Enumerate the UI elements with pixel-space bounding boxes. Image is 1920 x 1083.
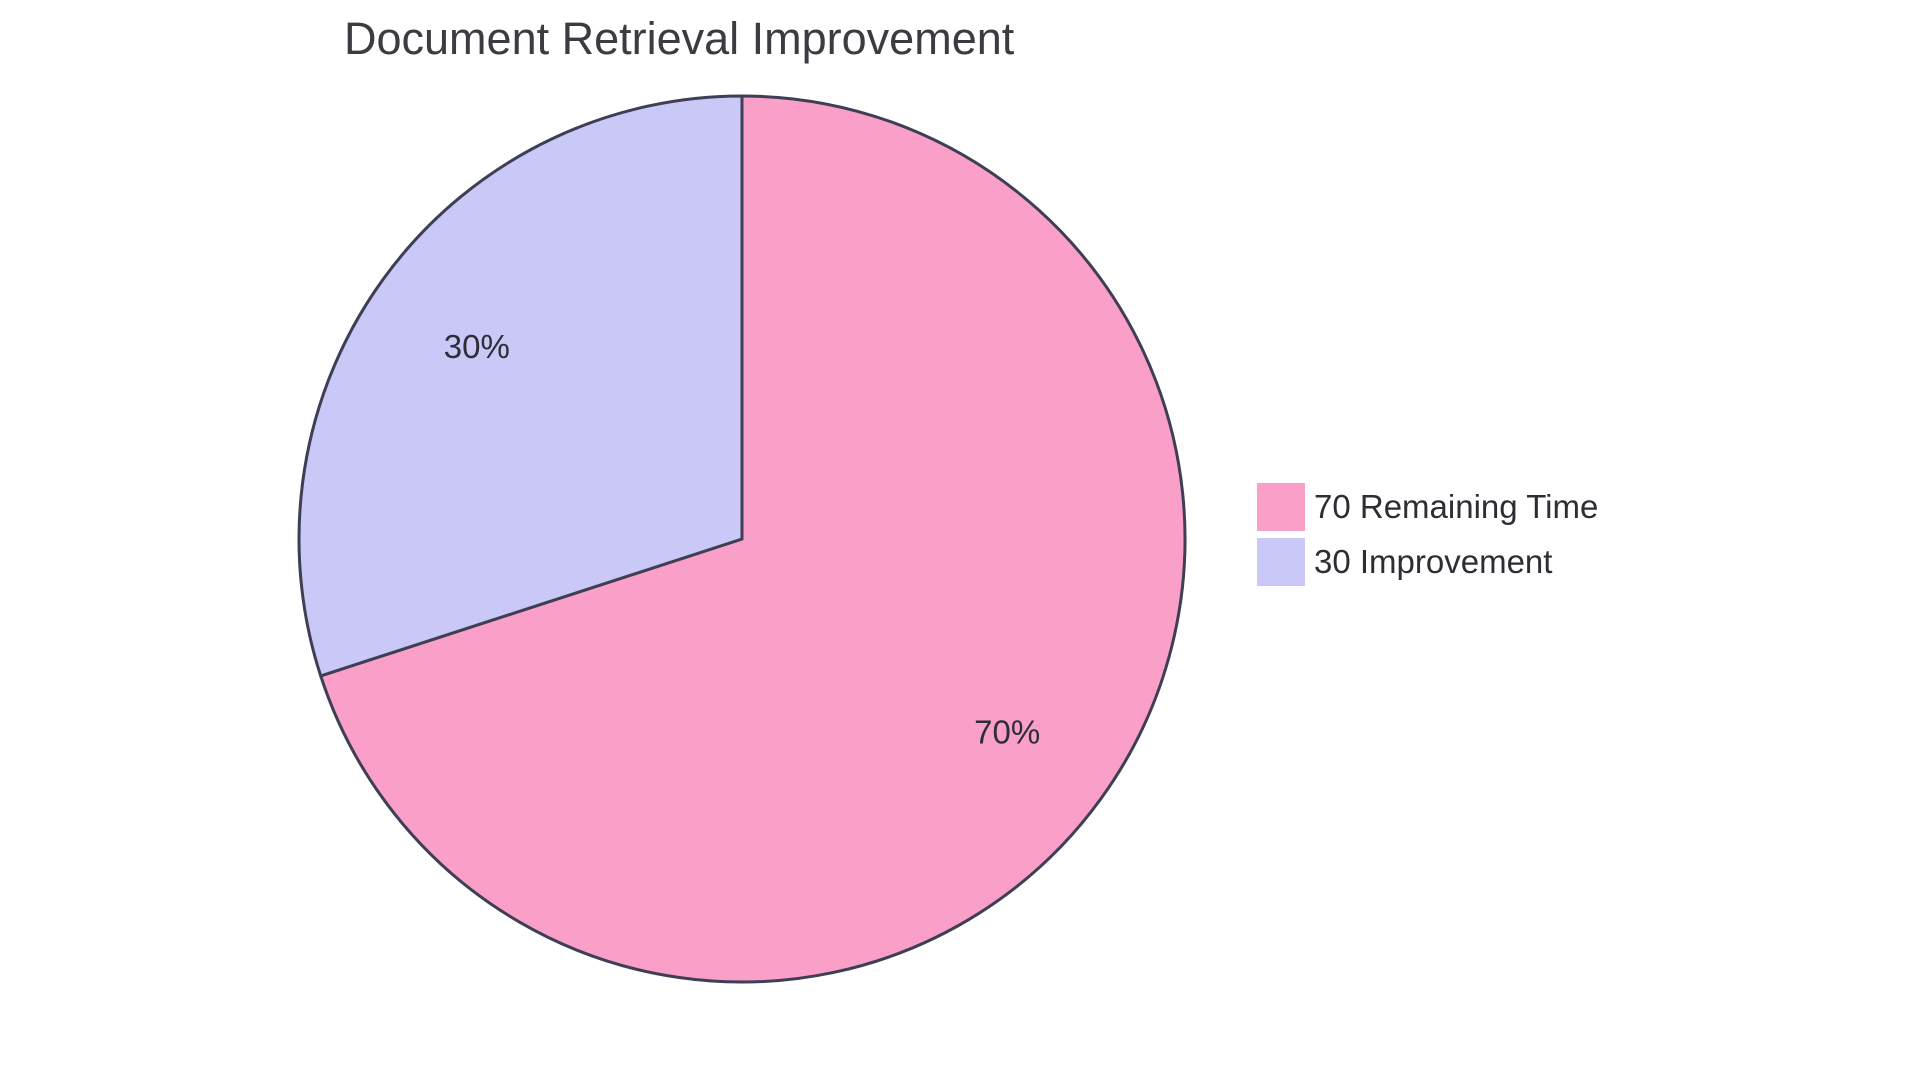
legend-swatch-remaining-time: [1257, 483, 1305, 531]
legend-swatch-improvement: [1257, 538, 1305, 586]
slice-percent-label-remaining-time: 70%: [974, 713, 1040, 750]
legend-item-improvement[interactable]: 30 Improvement: [1257, 538, 1598, 586]
slice-percent-label-improvement: 30%: [444, 328, 510, 365]
legend-item-remaining-time[interactable]: 70 Remaining Time: [1257, 483, 1598, 531]
legend-item-label: 70 Remaining Time: [1314, 488, 1599, 525]
legend-item-label: 30 Improvement: [1314, 543, 1553, 580]
chart-title: Document Retrieval Improvement: [344, 13, 1015, 64]
pie-slice-remaining-time[interactable]: [319, 94, 1187, 984]
legend: 70 Remaining Time 30 Improvement: [1257, 483, 1598, 586]
pie-slice-improvement[interactable]: [297, 94, 744, 678]
